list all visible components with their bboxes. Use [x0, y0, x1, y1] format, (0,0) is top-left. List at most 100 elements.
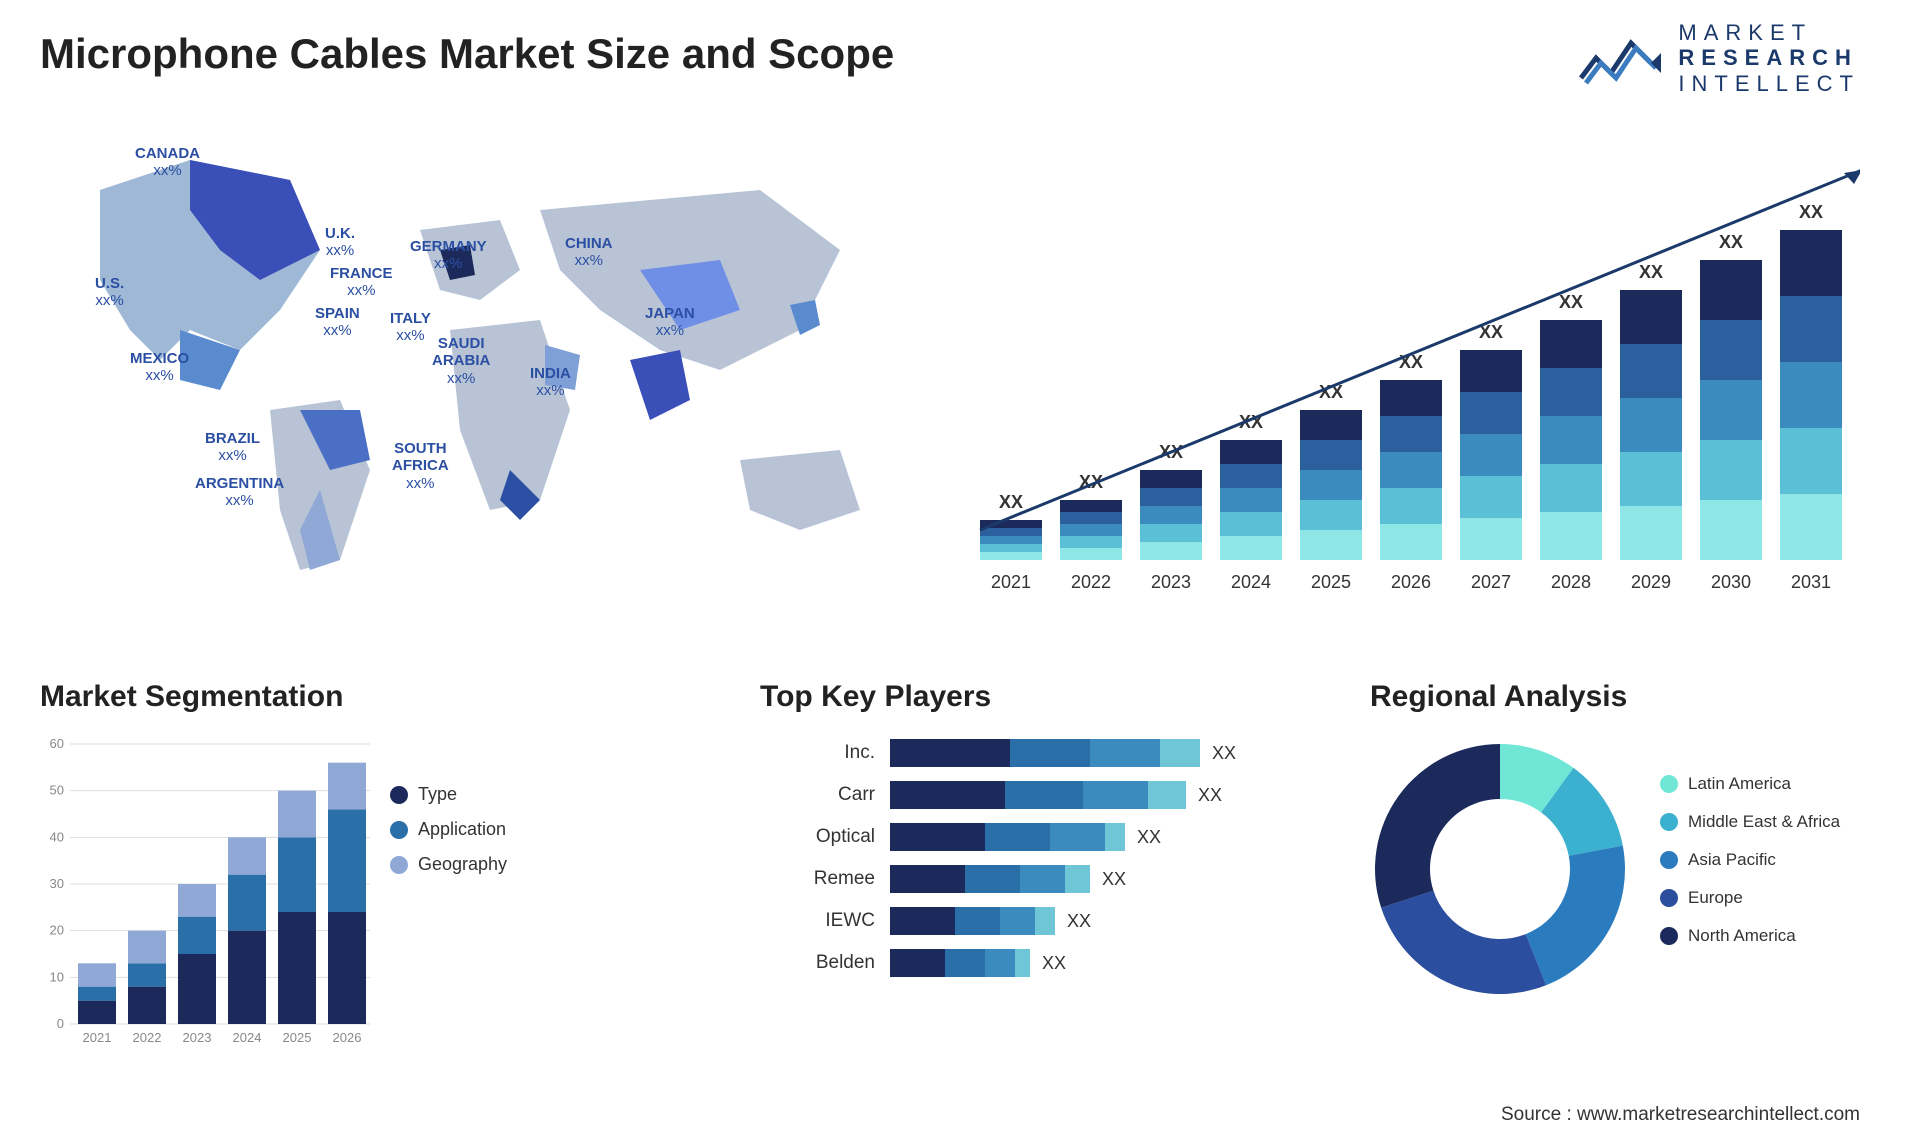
growth-bar-seg [1540, 320, 1602, 368]
regional-legend-label: Europe [1688, 888, 1743, 908]
map-label-canada: CANADAxx% [135, 145, 200, 180]
map-label-spain: SPAINxx% [315, 305, 360, 340]
growth-bar-seg [1140, 488, 1202, 506]
growth-bar-seg [1540, 512, 1602, 560]
seg-bar-seg [278, 791, 316, 838]
seg-legend-label: Application [418, 819, 506, 840]
regional-donut [1370, 739, 1630, 999]
growth-bar-label: XX [1319, 382, 1343, 402]
growth-bar-seg [1220, 440, 1282, 464]
player-bar-seg [1005, 781, 1083, 809]
regional-legend-item: Latin America [1660, 774, 1840, 794]
growth-bar-seg [1220, 536, 1282, 560]
seg-bar-seg [328, 912, 366, 1024]
logo-mark-icon [1576, 28, 1666, 88]
seg-ytick: 50 [50, 783, 64, 798]
brand-logo: MARKET RESEARCH INTELLECT [1576, 20, 1860, 96]
player-bar-seg [1148, 781, 1186, 809]
page-title: Microphone Cables Market Size and Scope [40, 30, 894, 78]
seg-year-label: 2026 [333, 1030, 362, 1045]
growth-bar-seg [1620, 290, 1682, 344]
player-bar-seg [890, 949, 945, 977]
seg-year-label: 2021 [83, 1030, 112, 1045]
growth-bar-seg [1460, 392, 1522, 434]
growth-year-label: 2025 [1311, 572, 1351, 592]
growth-bar-seg [1780, 428, 1842, 494]
seg-bar-seg [128, 931, 166, 964]
growth-year-label: 2031 [1791, 572, 1831, 592]
donut-svg [1370, 739, 1630, 999]
regional-legend-item: Middle East & Africa [1660, 812, 1840, 832]
growth-bar-seg [980, 528, 1042, 536]
map-label-argentina: ARGENTINAxx% [195, 475, 284, 510]
players-section: Top Key Players Inc.XXCarrXXOpticalXXRem… [760, 680, 1320, 991]
growth-bar-seg [1620, 452, 1682, 506]
segmentation-section: Market Segmentation 01020304050602021202… [40, 680, 600, 1074]
player-row: CarrXX [760, 781, 1320, 809]
player-bar-seg [1020, 865, 1065, 893]
player-bar [890, 907, 1055, 935]
growth-bar-seg [1460, 350, 1522, 392]
map-label-uk: U.K.xx% [325, 225, 355, 260]
segmentation-title: Market Segmentation [40, 680, 600, 714]
regional-legend-label: Middle East & Africa [1688, 812, 1840, 832]
player-bar-seg [1000, 907, 1035, 935]
growth-bar-seg [1380, 416, 1442, 452]
seg-ytick: 40 [50, 829, 64, 844]
growth-bar-seg [1300, 410, 1362, 440]
segmentation-svg: 0102030405060202120222023202420252026 [40, 734, 370, 1054]
growth-bar-seg [1620, 506, 1682, 560]
growth-chart-svg: XX2021XX2022XX2023XX2024XX2025XX2026XX20… [960, 130, 1860, 600]
seg-legend-label: Type [418, 784, 457, 805]
growth-bar-seg [1780, 494, 1842, 560]
world-map: CANADAxx%U.S.xx%MEXICOxx%BRAZILxx%ARGENT… [40, 130, 900, 600]
growth-bar-seg [1380, 488, 1442, 524]
player-value: XX [1212, 743, 1236, 764]
growth-bar-seg [1060, 524, 1122, 536]
logo-line-2: RESEARCH [1678, 45, 1860, 70]
growth-bar-seg [1700, 500, 1762, 560]
growth-bar-seg [1060, 500, 1122, 512]
player-bar-seg [890, 865, 965, 893]
legend-dot-icon [390, 821, 408, 839]
growth-bar-seg [1380, 524, 1442, 560]
growth-year-label: 2021 [991, 572, 1031, 592]
player-bar-seg [1105, 823, 1125, 851]
growth-bar-seg [1540, 464, 1602, 512]
player-bar [890, 865, 1090, 893]
map-label-mexico: MEXICOxx% [130, 350, 189, 385]
seg-bar-seg [228, 837, 266, 874]
logo-line-3: INTELLECT [1678, 71, 1860, 96]
regional-legend-label: North America [1688, 926, 1796, 946]
growth-bar-seg [1460, 434, 1522, 476]
growth-year-label: 2029 [1631, 572, 1671, 592]
growth-bar-seg [1540, 416, 1602, 464]
growth-bar-seg [1540, 368, 1602, 416]
growth-bar-seg [1140, 470, 1202, 488]
map-label-india: INDIAxx% [530, 365, 571, 400]
growth-bar-seg [1700, 320, 1762, 380]
legend-dot-icon [1660, 889, 1678, 907]
growth-bar-seg [980, 536, 1042, 544]
seg-year-label: 2022 [133, 1030, 162, 1045]
seg-bar-seg [178, 917, 216, 954]
regional-section: Regional Analysis Latin America Middle Ea… [1370, 680, 1870, 999]
growth-bar-seg [1380, 452, 1442, 488]
regional-legend-item: North America [1660, 926, 1840, 946]
growth-bar-seg [980, 552, 1042, 560]
donut-slice [1375, 744, 1500, 908]
growth-year-label: 2026 [1391, 572, 1431, 592]
legend-dot-icon [390, 786, 408, 804]
player-bar-seg [1083, 781, 1148, 809]
map-label-germany: GERMANYxx% [410, 238, 487, 273]
player-bar-seg [1090, 739, 1160, 767]
growth-bar-seg [1460, 518, 1522, 560]
growth-year-label: 2027 [1471, 572, 1511, 592]
growth-bar-label: XX [1799, 202, 1823, 222]
player-name: Carr [760, 784, 890, 806]
seg-year-label: 2024 [233, 1030, 262, 1045]
growth-year-label: 2028 [1551, 572, 1591, 592]
growth-bar-seg [1140, 524, 1202, 542]
map-label-france: FRANCExx% [330, 265, 393, 300]
regional-title: Regional Analysis [1370, 680, 1870, 714]
